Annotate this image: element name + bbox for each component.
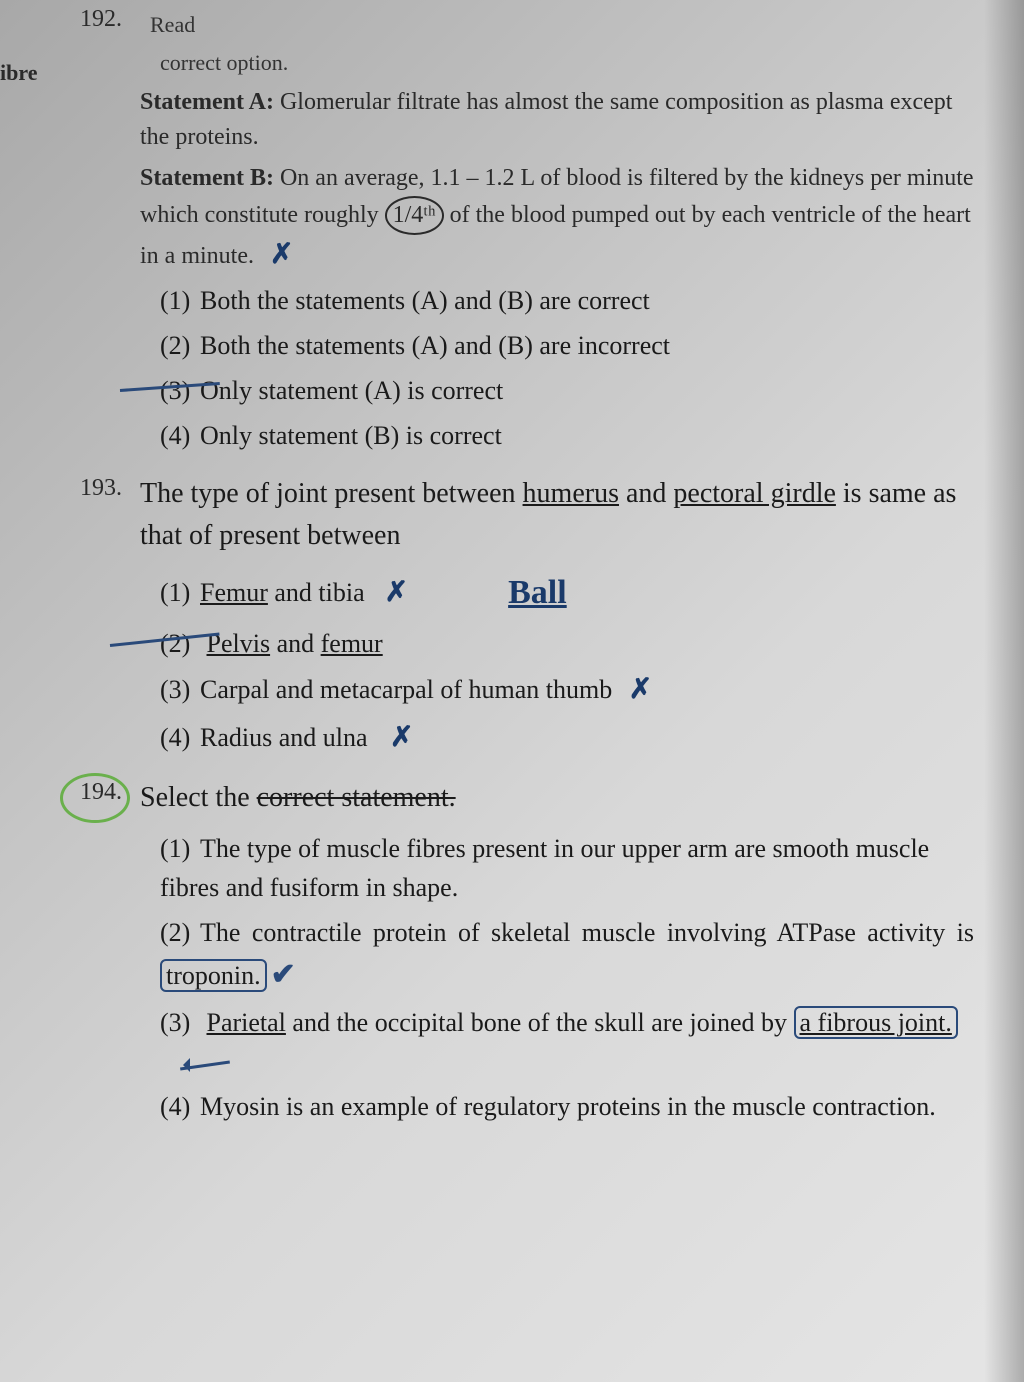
q192-intro1: Read bbox=[150, 10, 974, 40]
q192-statement-b: Statement B: On an average, 1.1 – 1.2 L … bbox=[140, 161, 974, 275]
q192-option-3: (3)Only statement (A) is correct bbox=[160, 371, 974, 410]
question-194: 194. Select the correct statement. (1)Th… bbox=[140, 777, 974, 1126]
q193-text: The type of joint present between humeru… bbox=[140, 473, 974, 557]
q192-option-1: (1)Both the statements (A) and (B) are c… bbox=[160, 281, 974, 320]
q194-option-1: (1)The type of muscle fibres present in … bbox=[160, 829, 974, 907]
humerus-underlined: humerus bbox=[523, 478, 619, 509]
pen-x-mark: ✗ bbox=[270, 235, 293, 276]
handwritten-ball: Ball bbox=[508, 567, 567, 618]
q193-option-2: (2) Pelvis and femur bbox=[160, 624, 974, 663]
x-mark-3: ✗ bbox=[629, 669, 652, 711]
checkmark-icon: ✔ bbox=[271, 958, 296, 991]
q193-option-4: (4)Radius and ulna ✗ bbox=[160, 717, 974, 759]
q192-intro2: correct option. bbox=[160, 48, 974, 78]
q192-option-2: (2)Both the statements (A) and (B) are i… bbox=[160, 326, 974, 365]
q192-option-4: (4)Only statement (B) is correct bbox=[160, 416, 974, 455]
question-193: 193. The type of joint present between h… bbox=[140, 473, 974, 759]
q193-number: 193. bbox=[80, 475, 122, 502]
page-content: ibre 192. Read correct option. Statement… bbox=[0, 0, 1024, 1174]
statement-b-label: Statement B: bbox=[140, 165, 274, 191]
parietal-underlined: Parietal bbox=[207, 1008, 286, 1037]
x-mark-4: ✗ bbox=[390, 717, 413, 759]
correct-statement-struck: correct statement. bbox=[257, 782, 456, 813]
q194-text: Select the correct statement. bbox=[140, 777, 974, 819]
q194-option-3: (3) Parietal and the occipital bone of t… bbox=[160, 1003, 974, 1081]
troponin-boxed: troponin. bbox=[160, 959, 267, 992]
fraction-circled: 1/4ᵗʰ bbox=[385, 196, 444, 235]
question-192: 192. Read correct option. Statement A: G… bbox=[140, 10, 974, 455]
margin-label: ibre bbox=[0, 60, 37, 86]
q194-number: 194. bbox=[80, 779, 122, 806]
arrow-mark bbox=[180, 1054, 240, 1074]
x-mark-1: ✗ bbox=[385, 572, 408, 614]
q192-statement-a: Statement A: Glomerular filtrate has alm… bbox=[140, 85, 974, 155]
q193-option-1: (1) Femur and tibia ✗ Ball bbox=[160, 567, 974, 618]
statement-a-label: Statement A: bbox=[140, 89, 274, 115]
fibrous-joint-boxed: a fibrous joint. bbox=[794, 1006, 958, 1039]
q194-option-4: (4)Myosin is an example of regulatory pr… bbox=[160, 1087, 974, 1126]
q192-number: 192. bbox=[80, 6, 122, 33]
pectoral-underlined: pectoral girdle bbox=[673, 478, 835, 509]
q193-option-3: (3)Carpal and metacarpal of human thumb … bbox=[160, 669, 974, 711]
q194-option-2: (2)The contractile protein of skeletal m… bbox=[160, 913, 974, 997]
page-shadow bbox=[984, 0, 1024, 1382]
